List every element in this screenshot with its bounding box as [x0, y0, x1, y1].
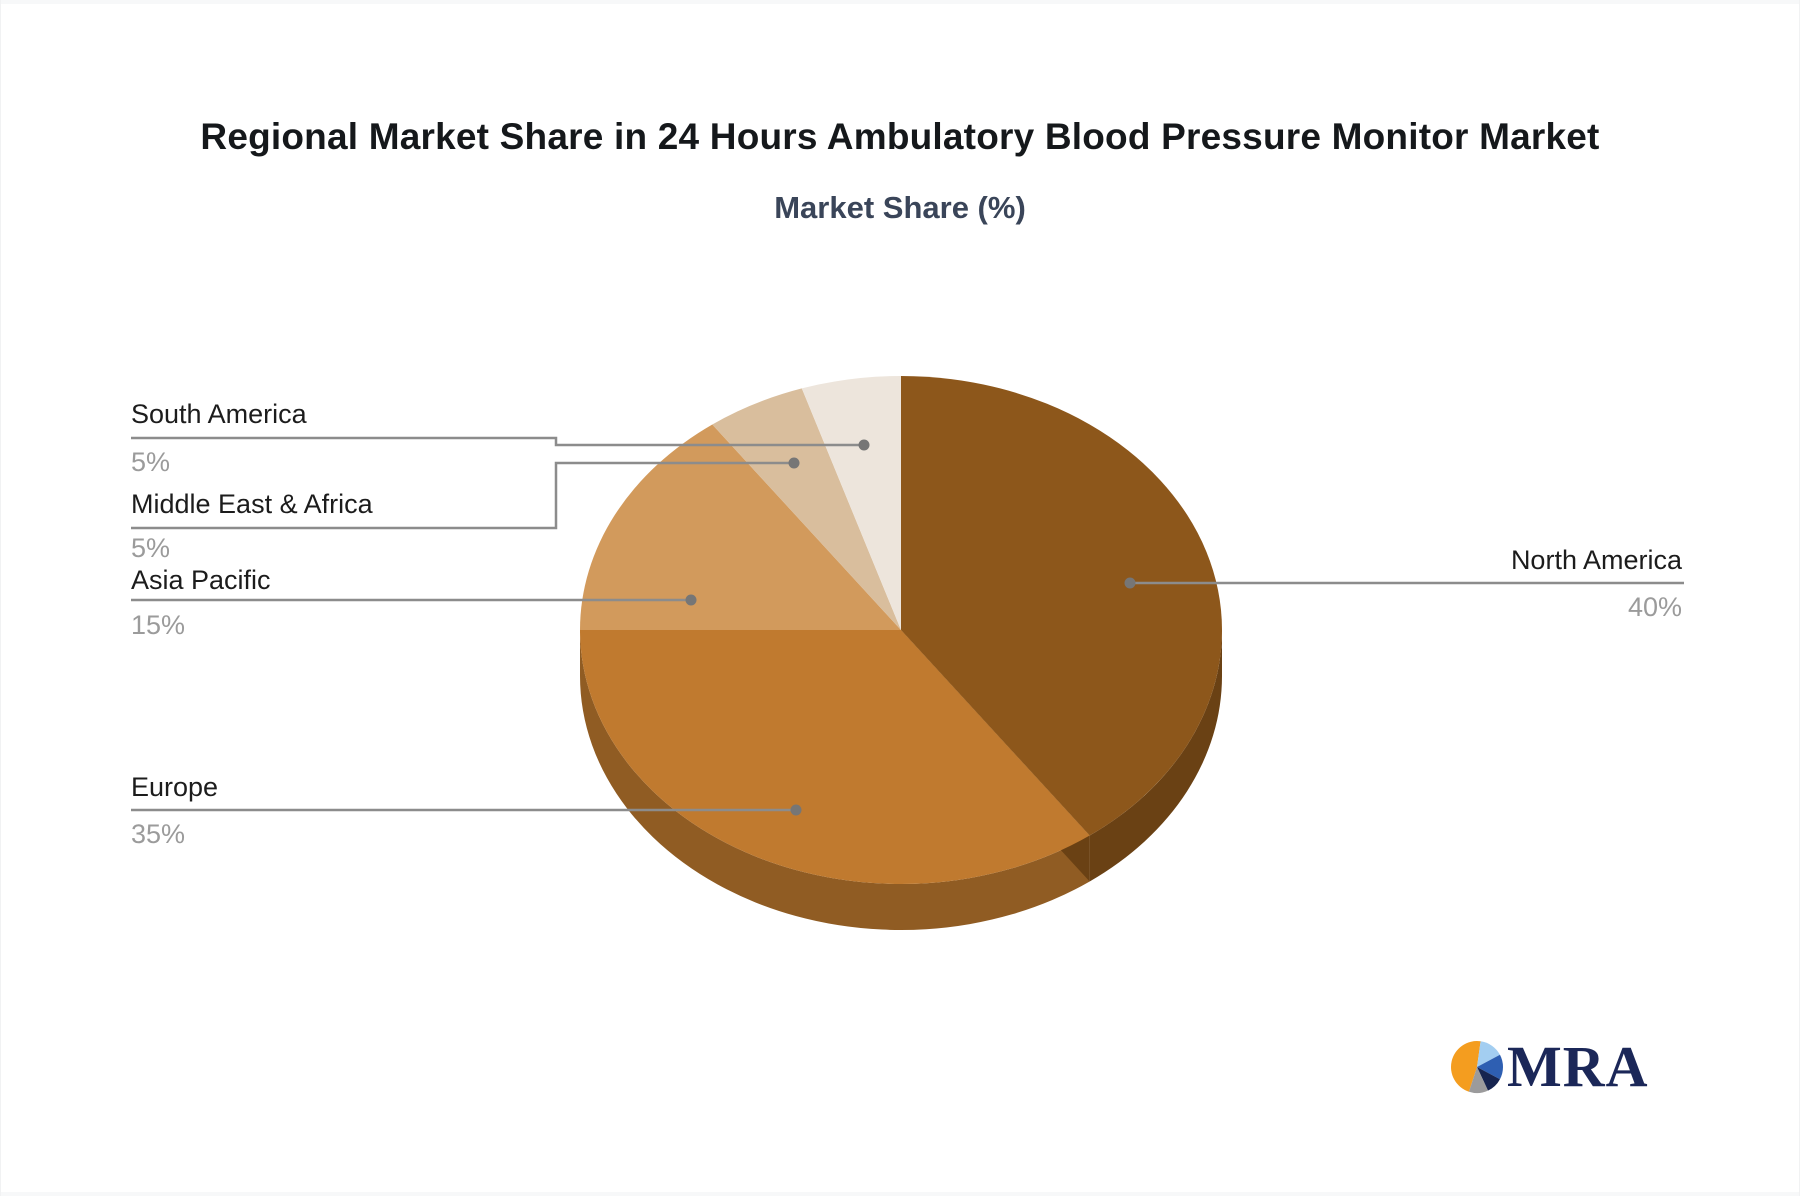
callout-label-south-america: South America [131, 399, 307, 429]
connector-dot-middle-east-africa [788, 457, 800, 469]
connector-dot-europe [790, 804, 802, 816]
pie-slice-middle-east-africa [712, 388, 901, 630]
callout-label-asia-pacific: Asia Pacific [131, 565, 271, 595]
callout-label-europe: Europe [131, 772, 219, 802]
page-bottom-strip [1, 1192, 1799, 1196]
logo-pie-slice-gray [1468, 1067, 1488, 1093]
pie-slice-europe [580, 630, 1090, 884]
connector-dot-north-america [1124, 577, 1136, 589]
callout-pct-middle-east-africa: 5% [131, 533, 171, 563]
pie-slice-south-america [801, 376, 901, 630]
pie-side-europe [580, 630, 1090, 930]
callout-pct-europe: 35% [131, 819, 186, 849]
pie-slice-asia-pacific [580, 424, 901, 630]
pie-side-north-america [1089, 630, 1222, 882]
page-top-strip [1, 0, 1799, 4]
chart-subtitle: Market Share (%) [774, 190, 1026, 225]
pie-slice-north-america [901, 376, 1223, 836]
callout-pct-south-america: 5% [131, 447, 171, 477]
chart-title: Regional Market Share in 24 Hours Ambula… [200, 116, 1600, 157]
mra-logo-text: MRA [1507, 1034, 1649, 1099]
connector-dot-south-america [858, 439, 870, 451]
logo-pie-slice-light-blue [1477, 1041, 1500, 1067]
callout-pct-asia-pacific: 15% [131, 610, 186, 640]
mra-logo-pie-icon [1451, 1041, 1503, 1093]
logo-pie-slice-orange [1451, 1041, 1481, 1092]
connector-line-middle-east-africa [131, 461, 794, 530]
callout-label-north-america: North America [1510, 545, 1682, 575]
connector-line-south-america [131, 436, 864, 447]
logo-pie-slice-navy [1477, 1067, 1500, 1091]
callout-pct-north-america: 40% [1627, 592, 1682, 622]
connector-dot-asia-pacific [685, 594, 697, 606]
mra-logo: MRA [1449, 1038, 1649, 1096]
callout-label-middle-east-africa: Middle East & Africa [131, 489, 373, 519]
logo-pie-slice-mid-blue [1477, 1054, 1503, 1080]
